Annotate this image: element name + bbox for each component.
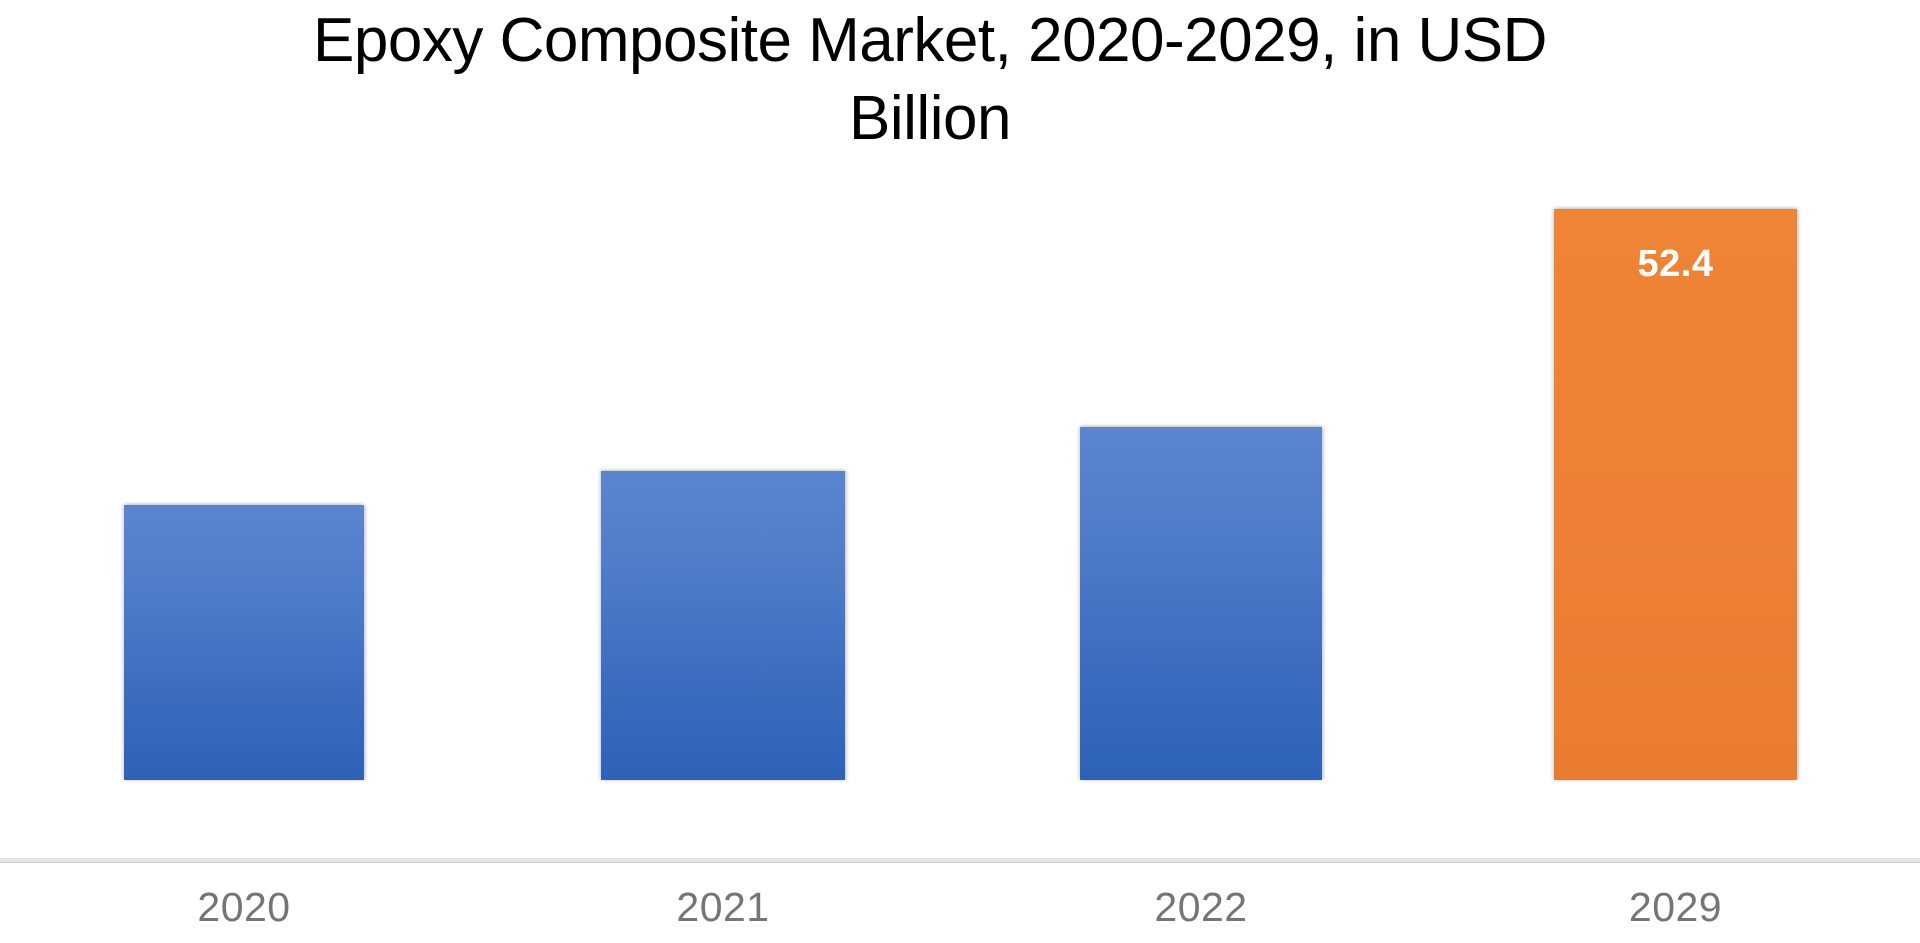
plot-area: 52.4 xyxy=(0,209,1920,863)
bar-2021[interactable] xyxy=(601,471,845,780)
x-tick-label-2021: 2021 xyxy=(676,884,770,930)
bar-2022[interactable] xyxy=(1080,427,1322,780)
x-axis-line xyxy=(0,858,1920,863)
bar-2020[interactable] xyxy=(124,505,364,780)
bar-2029[interactable]: 52.4 xyxy=(1554,209,1797,780)
chart-title: Epoxy Composite Market, 2020-2029, in US… xyxy=(313,6,1547,153)
x-tick-label-2022: 2022 xyxy=(1154,884,1248,930)
bar-value-2029: 52.4 xyxy=(1637,243,1714,285)
x-tick-label-2029: 2029 xyxy=(1628,884,1723,930)
x-tick-label-2020: 2020 xyxy=(197,884,291,930)
